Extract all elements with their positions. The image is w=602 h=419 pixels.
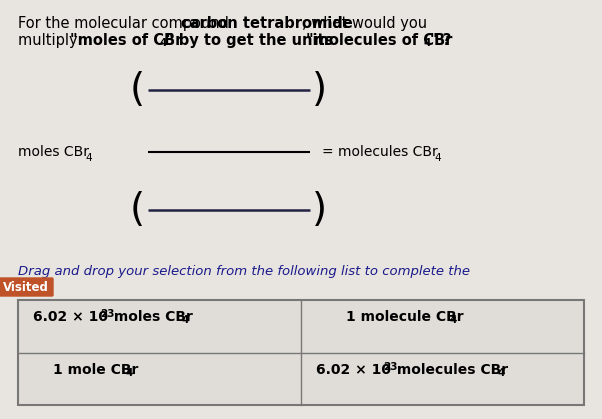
Text: moles CBr: moles CBr [109,310,193,324]
Text: 23: 23 [383,362,397,372]
Text: = molecules CBr: = molecules CBr [322,145,438,159]
Text: For the molecular compound: For the molecular compound [18,16,234,31]
FancyBboxPatch shape [18,300,584,405]
Text: "molecules of CBr: "molecules of CBr [306,33,452,48]
FancyBboxPatch shape [0,278,53,296]
Text: " ?: " ? [430,33,452,48]
Text: 6.02 × 10: 6.02 × 10 [316,362,391,377]
Text: " by to get the units: " by to get the units [166,33,338,48]
Text: (: ( [130,191,145,229]
Text: multiply: multiply [18,33,82,48]
Text: moles CBr: moles CBr [18,145,89,159]
Text: 6.02 × 10: 6.02 × 10 [33,310,108,324]
Text: 4: 4 [424,38,432,48]
Text: 4: 4 [126,367,134,378]
Text: Visited: Visited [3,280,49,293]
Text: 4: 4 [449,315,456,325]
Text: , what would you: , what would you [302,16,427,31]
Text: 4: 4 [434,153,441,163]
Text: Drag and drop your selection from the following list to complete the: Drag and drop your selection from the fo… [18,265,470,278]
Text: ): ) [312,191,327,229]
Text: (: ( [130,71,145,109]
Text: 23: 23 [100,309,114,319]
Text: 1 molecule CBr: 1 molecule CBr [346,310,464,324]
Text: 1 mole CBr: 1 mole CBr [53,362,138,377]
Text: ): ) [312,71,327,109]
Text: 4: 4 [182,315,190,325]
Text: 4: 4 [497,367,504,378]
Text: molecules CBr: molecules CBr [392,362,508,377]
Text: carbon tetrabromide: carbon tetrabromide [181,16,353,31]
Text: 4: 4 [85,153,92,163]
Text: 4: 4 [160,38,167,48]
Text: "moles of CBr: "moles of CBr [70,33,182,48]
